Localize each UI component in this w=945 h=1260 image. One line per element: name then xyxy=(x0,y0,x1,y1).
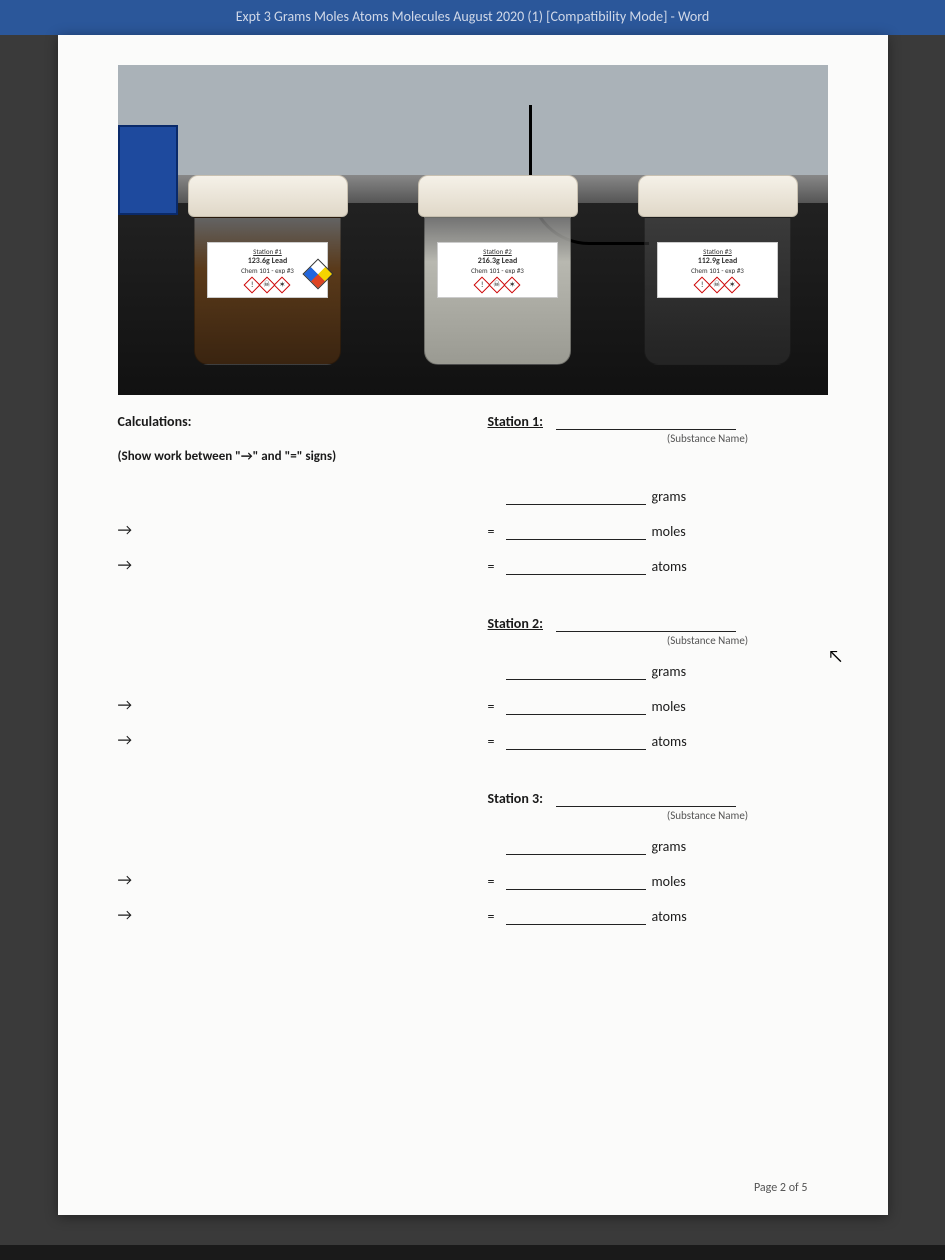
equals-symbol: = xyxy=(488,733,506,750)
ghs-icon: ✶ xyxy=(274,277,291,294)
jar-glass: Station #2 216.3g Lead Chem 101 - exp #3… xyxy=(424,217,571,365)
blank-moles[interactable] xyxy=(506,701,646,715)
jar-2: Station #2 216.3g Lead Chem 101 - exp #3… xyxy=(418,175,578,365)
substance-name-label: (Substance Name) xyxy=(588,634,828,647)
equals-symbol: = xyxy=(488,558,506,575)
jar-mass: 216.3g Lead xyxy=(442,256,554,266)
cursor-icon: ↖ xyxy=(828,645,844,667)
page: Station #1 123.6g Lead Chem 101 - exp #3… xyxy=(58,35,888,1215)
unit-grams: grams xyxy=(652,838,687,855)
blank-grams[interactable] xyxy=(506,491,646,505)
blank-substance-name[interactable] xyxy=(556,416,736,430)
worksheet-body: Calculations: Station 1: (Substance Name… xyxy=(118,413,828,925)
blank-atoms[interactable] xyxy=(506,911,646,925)
jar-course: Chem 101 - exp #3 xyxy=(442,266,554,275)
blank-atoms[interactable] xyxy=(506,561,646,575)
station-3-title: Station 3: xyxy=(488,790,543,807)
jar-1: Station #1 123.6g Lead Chem 101 - exp #3… xyxy=(188,175,348,365)
jar-glass: Station #1 123.6g Lead Chem 101 - exp #3… xyxy=(194,217,341,365)
jar-label: Station #1 123.6g Lead Chem 101 - exp #3… xyxy=(207,242,329,298)
unit-grams: grams xyxy=(652,488,687,505)
document-canvas: Station #1 123.6g Lead Chem 101 - exp #3… xyxy=(0,35,945,1245)
unit-atoms: atoms xyxy=(652,908,687,925)
arrow-symbol: → xyxy=(118,696,488,715)
unit-grams: grams xyxy=(652,663,687,680)
arrow-symbol: → xyxy=(118,556,488,575)
arrow-symbol: → xyxy=(118,871,488,890)
unit-moles: moles xyxy=(652,698,686,715)
equals-symbol: = xyxy=(488,908,506,925)
blank-moles[interactable] xyxy=(506,526,646,540)
equals-symbol: = xyxy=(488,698,506,715)
jar-label: Station #2 216.3g Lead Chem 101 - exp #3… xyxy=(437,242,559,298)
jar-label: Station #3 112.9g Lead Chem 101 - exp #3… xyxy=(657,242,779,298)
blank-moles[interactable] xyxy=(506,876,646,890)
jar-lid xyxy=(418,175,578,217)
arrow-symbol: → xyxy=(118,521,488,540)
station-2-block: Station 2: (Substance Name) grams → = mo… xyxy=(118,615,828,750)
blank-grams[interactable] xyxy=(506,841,646,855)
jar-lid xyxy=(188,175,348,217)
station-1-title: Station 1: xyxy=(488,413,543,430)
show-work-note: (Show work between "→" and "=" signs) xyxy=(118,449,828,464)
jar-mass: 123.6g Lead xyxy=(212,256,324,266)
station-3-block: Station 3: (Substance Name) grams → = xyxy=(118,790,828,925)
document-title: Expt 3 Grams Moles Atoms Molecules Augus… xyxy=(236,8,710,25)
page-number: Page 2 of 5 xyxy=(754,1181,808,1195)
word-title-bar: Expt 3 Grams Moles Atoms Molecules Augus… xyxy=(0,0,945,35)
jar-glass: Station #3 112.9g Lead Chem 101 - exp #3… xyxy=(644,217,791,365)
jar-3: Station #3 112.9g Lead Chem 101 - exp #3… xyxy=(638,175,798,365)
unit-moles: moles xyxy=(652,523,686,540)
lab-photo: Station #1 123.6g Lead Chem 101 - exp #3… xyxy=(118,65,828,395)
jar-mass: 112.9g Lead xyxy=(662,256,774,266)
substance-name-label: (Substance Name) xyxy=(588,809,828,822)
blank-atoms[interactable] xyxy=(506,736,646,750)
station-1-block: grams → = moles → = atoms xyxy=(118,488,828,575)
blue-bin xyxy=(118,125,178,215)
jar-station: Station #3 xyxy=(662,247,774,256)
substance-name-label: (Substance Name) xyxy=(588,432,828,445)
blank-grams[interactable] xyxy=(506,666,646,680)
jar-course: Chem 101 - exp #3 xyxy=(662,266,774,275)
blank-substance-name[interactable] xyxy=(556,793,736,807)
arrow-symbol: → xyxy=(118,731,488,750)
arrow-symbol: → xyxy=(118,906,488,925)
jar-lid xyxy=(638,175,798,217)
station-2-title: Station 2: xyxy=(488,615,543,632)
unit-atoms: atoms xyxy=(652,558,687,575)
unit-moles: moles xyxy=(652,873,686,890)
jar-station: Station #1 xyxy=(212,247,324,256)
ghs-icon: ✶ xyxy=(724,277,741,294)
unit-atoms: atoms xyxy=(652,733,687,750)
calculations-heading: Calculations: xyxy=(118,413,192,445)
jar-station: Station #2 xyxy=(442,247,554,256)
equals-symbol: = xyxy=(488,523,506,540)
equals-symbol: = xyxy=(488,873,506,890)
blank-substance-name[interactable] xyxy=(556,618,736,632)
ghs-icon: ✶ xyxy=(504,277,521,294)
